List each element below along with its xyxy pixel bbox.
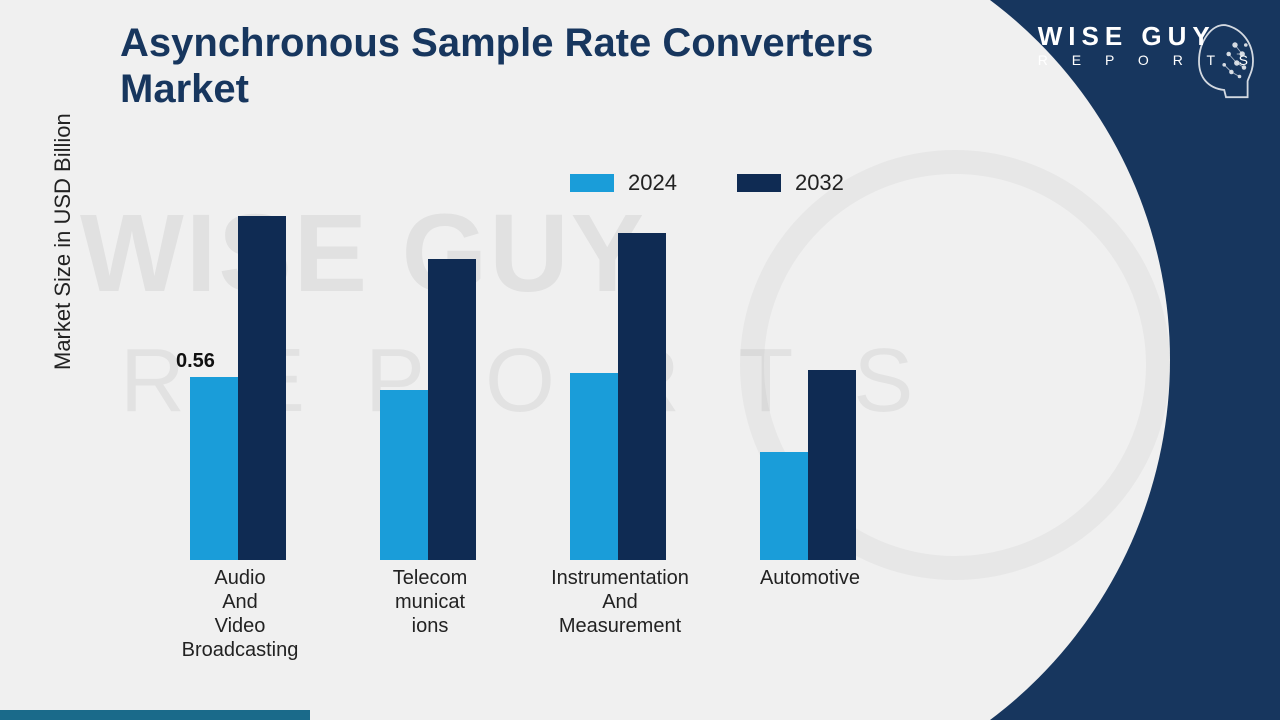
x-axis-label: AudioAndVideoBroadcasting <box>150 560 330 662</box>
chart-title: Asynchronous Sample Rate Converters Mark… <box>120 20 920 112</box>
brand-head-icon <box>1172 18 1262 108</box>
bar-value-label: 0.56 <box>176 350 215 373</box>
x-axis-label: Automotive <box>720 560 900 590</box>
legend-label-2032: 2032 <box>795 170 844 196</box>
y-axis-label: Market Size in USD Billion <box>50 113 76 370</box>
bar-2032 <box>428 259 476 560</box>
bar-2024 <box>380 390 428 560</box>
bar-2032 <box>238 216 286 560</box>
legend-swatch-2024 <box>570 174 614 192</box>
legend-item-2024: 2024 <box>570 170 677 196</box>
bar-2024 <box>570 373 618 560</box>
x-axis-label: Telecommunications <box>340 560 520 638</box>
bar-2024 <box>760 452 808 560</box>
legend-label-2024: 2024 <box>628 170 677 196</box>
bar-2024 <box>190 377 238 560</box>
x-axis-label: InstrumentationAndMeasurement <box>530 560 710 638</box>
legend-swatch-2032 <box>737 174 781 192</box>
chart-area: 2024 2032 Market Size in USD Billion 0.5… <box>100 170 930 650</box>
plot-region: 0.56AudioAndVideoBroadcastingTelecommuni… <box>140 200 920 560</box>
bottom-accent-bar <box>0 710 310 720</box>
bar-2032 <box>808 370 856 560</box>
bar-2032 <box>618 233 666 560</box>
legend-item-2032: 2032 <box>737 170 844 196</box>
legend: 2024 2032 <box>570 170 844 196</box>
stage: WISE GUY REPORTS Asynchronous Sample Rat… <box>0 0 1280 720</box>
